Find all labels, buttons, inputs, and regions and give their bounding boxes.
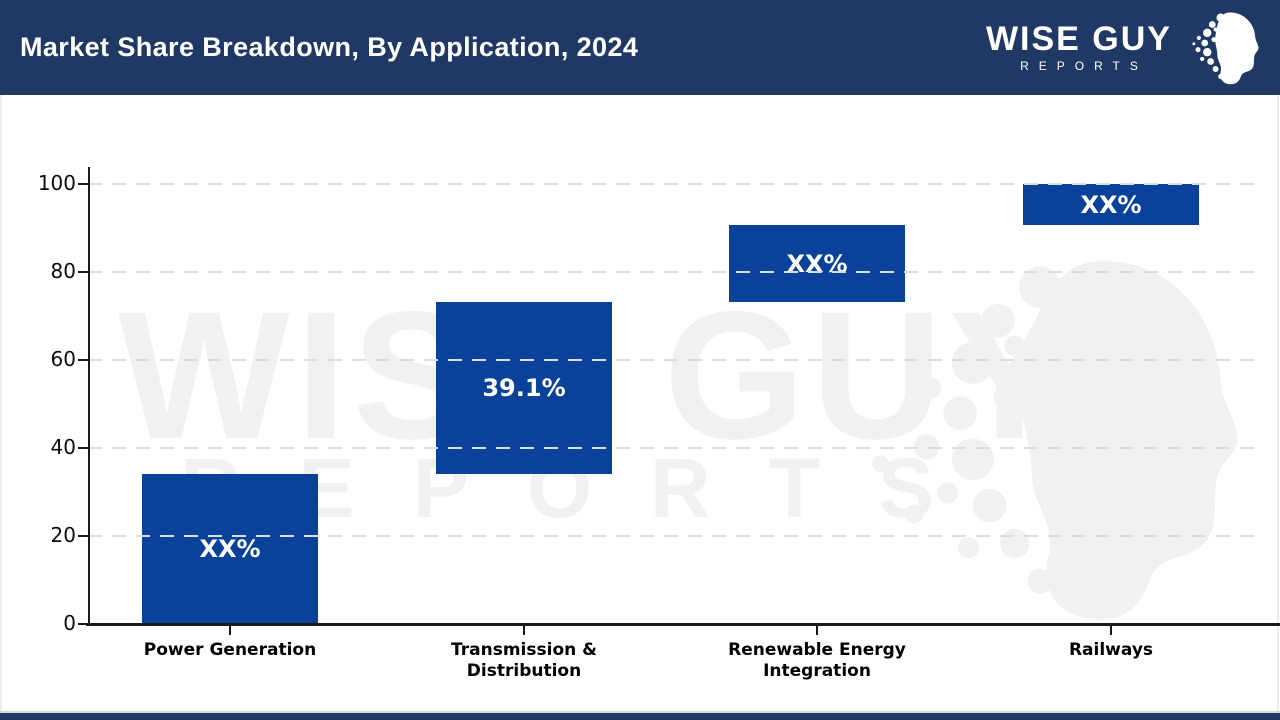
watermark-head-icon — [872, 261, 1238, 620]
y-tick-mark — [78, 271, 88, 273]
footer-bar — [0, 713, 1280, 720]
x-tick-mark — [1110, 626, 1112, 635]
x-tick-mark — [816, 626, 818, 635]
y-tick-label: 80 — [50, 259, 76, 283]
plot-area: 0 20 40 60 80 100 XX% Power Generation 39.1% Tran… — [0, 95, 1280, 711]
header-banner: Market Share Breakdown, By Application, … — [0, 0, 1280, 95]
bar-value-label: XX% — [786, 249, 848, 278]
x-category-label: Railways — [1068, 640, 1154, 660]
bar-value-label: XX% — [199, 534, 261, 563]
bar-segment: XX% — [1023, 184, 1199, 226]
x-tick-mark — [523, 626, 525, 635]
left-frame-line — [0, 95, 2, 711]
brand-logo: WISE GUY REPORTS — [986, 6, 1262, 90]
x-category-label: Renewable Energy Integration — [728, 640, 906, 681]
y-tick-mark — [78, 447, 88, 449]
brand-subtitle: REPORTS — [1020, 59, 1148, 73]
y-tick-label: 40 — [50, 435, 76, 459]
brand-name: WISE GUY — [985, 20, 1172, 58]
gridline — [88, 183, 1258, 185]
y-tick-mark — [78, 623, 88, 625]
bar-segment: XX% — [729, 225, 905, 302]
y-axis-line — [88, 167, 90, 626]
dotted-head-profile-icon — [1192, 12, 1259, 84]
x-axis-line — [86, 623, 1280, 626]
y-tick-label: 60 — [50, 347, 76, 371]
x-category-label: Power Generation — [143, 640, 317, 660]
y-tick-mark — [78, 535, 88, 537]
gridline — [88, 271, 1258, 273]
right-frame-line — [1277, 95, 1279, 711]
bar-value-label: 39.1% — [482, 373, 566, 402]
y-tick-label: 0 — [63, 611, 76, 635]
bar-value-label: XX% — [1080, 190, 1142, 219]
page-title: Market Share Breakdown, By Application, … — [20, 32, 639, 62]
y-tick-label: 20 — [50, 523, 76, 547]
x-category-label: Transmission & Distribution — [451, 640, 597, 681]
bar-segment: XX% — [142, 473, 318, 624]
bar-segment: 39.1% — [436, 301, 612, 474]
chart-area: WISE GUY REPORTS 0 20 40 60 80 100 XX% Power Ge… — [0, 95, 1280, 711]
y-tick-mark — [78, 183, 88, 185]
gridline — [88, 535, 1258, 537]
gridline — [88, 447, 1258, 449]
gridline — [88, 359, 1258, 361]
y-tick-mark — [78, 359, 88, 361]
y-tick-label: 100 — [37, 171, 76, 195]
brand-logo-text: WISE GUY REPORTS — [986, 22, 1172, 73]
x-tick-mark — [229, 626, 231, 635]
footer-divider — [0, 711, 1280, 713]
